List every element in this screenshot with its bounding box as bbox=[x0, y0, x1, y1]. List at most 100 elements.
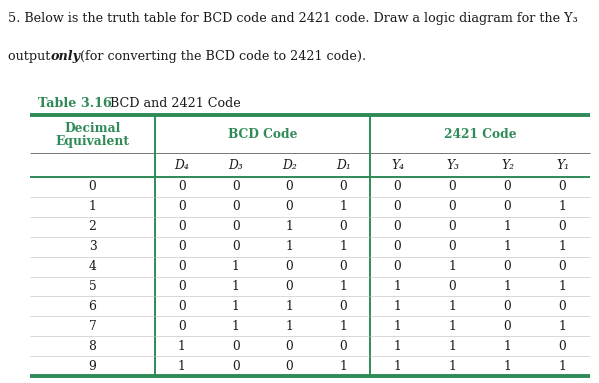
Text: 9: 9 bbox=[89, 360, 96, 373]
Text: 0: 0 bbox=[339, 180, 347, 193]
Text: 0: 0 bbox=[286, 340, 294, 353]
Text: 0: 0 bbox=[232, 200, 240, 213]
Text: 0: 0 bbox=[178, 280, 186, 293]
Text: 1: 1 bbox=[339, 280, 347, 293]
Text: 1: 1 bbox=[286, 220, 294, 233]
Text: output: output bbox=[8, 50, 55, 63]
Text: 0: 0 bbox=[178, 320, 186, 333]
Text: 1: 1 bbox=[286, 300, 294, 313]
Text: 0: 0 bbox=[178, 200, 186, 213]
Text: 1: 1 bbox=[232, 320, 240, 333]
Text: 1: 1 bbox=[178, 360, 186, 373]
Text: 0: 0 bbox=[559, 180, 567, 193]
Text: (for converting the BCD code to 2421 code).: (for converting the BCD code to 2421 cod… bbox=[77, 50, 367, 63]
Text: 0: 0 bbox=[232, 240, 240, 253]
Text: 0: 0 bbox=[339, 260, 347, 273]
Text: 0: 0 bbox=[449, 240, 456, 253]
Text: 0: 0 bbox=[232, 360, 240, 373]
Text: 0: 0 bbox=[394, 240, 401, 253]
Text: D₄: D₄ bbox=[174, 159, 189, 172]
Text: 1: 1 bbox=[394, 360, 401, 373]
Text: 5. Below is the truth table for BCD code and 2421 code. Draw a logic diagram for: 5. Below is the truth table for BCD code… bbox=[8, 12, 578, 25]
Text: only: only bbox=[51, 50, 81, 63]
Text: 1: 1 bbox=[504, 360, 512, 373]
Text: 1: 1 bbox=[449, 360, 456, 373]
Text: 0: 0 bbox=[449, 200, 456, 213]
Text: 1: 1 bbox=[504, 240, 512, 253]
Text: 6: 6 bbox=[89, 300, 96, 313]
Text: Equivalent: Equivalent bbox=[56, 134, 129, 147]
Text: 8: 8 bbox=[89, 340, 96, 353]
Text: 0: 0 bbox=[394, 260, 401, 273]
Text: 0: 0 bbox=[232, 340, 240, 353]
Text: 0: 0 bbox=[178, 180, 186, 193]
Text: 1: 1 bbox=[449, 320, 456, 333]
Text: 0: 0 bbox=[394, 180, 401, 193]
Text: 1: 1 bbox=[89, 200, 96, 213]
Text: Decimal: Decimal bbox=[64, 121, 120, 134]
Text: 1: 1 bbox=[339, 200, 347, 213]
Text: 4: 4 bbox=[89, 260, 96, 273]
Text: D₂: D₂ bbox=[282, 159, 297, 172]
Text: Table 3.16: Table 3.16 bbox=[38, 97, 112, 110]
Text: 1: 1 bbox=[394, 320, 401, 333]
Text: 3: 3 bbox=[89, 240, 96, 253]
Text: 0: 0 bbox=[449, 280, 456, 293]
Text: 1: 1 bbox=[449, 260, 456, 273]
Text: Y₃: Y₃ bbox=[446, 159, 459, 172]
Text: 0: 0 bbox=[394, 200, 401, 213]
Text: 0: 0 bbox=[504, 300, 512, 313]
Text: 0: 0 bbox=[559, 220, 567, 233]
Text: 0: 0 bbox=[449, 180, 456, 193]
Text: 1: 1 bbox=[559, 280, 567, 293]
Text: Y₁: Y₁ bbox=[556, 159, 569, 172]
Text: 0: 0 bbox=[559, 260, 567, 273]
Text: 0: 0 bbox=[394, 220, 401, 233]
Text: D₃: D₃ bbox=[228, 159, 243, 172]
Text: 1: 1 bbox=[504, 340, 512, 353]
Text: 0: 0 bbox=[178, 240, 186, 253]
Text: 1: 1 bbox=[394, 340, 401, 353]
Text: 1: 1 bbox=[559, 320, 567, 333]
Text: 0: 0 bbox=[286, 280, 294, 293]
Text: 0: 0 bbox=[232, 220, 240, 233]
Text: 1: 1 bbox=[449, 300, 456, 313]
Text: D₁: D₁ bbox=[336, 159, 350, 172]
Text: 1: 1 bbox=[559, 240, 567, 253]
Text: 0: 0 bbox=[504, 180, 512, 193]
Text: 0: 0 bbox=[504, 200, 512, 213]
Text: 1: 1 bbox=[232, 260, 240, 273]
Text: 0: 0 bbox=[178, 220, 186, 233]
Text: 1: 1 bbox=[286, 240, 294, 253]
Text: 0: 0 bbox=[178, 300, 186, 313]
Text: 0: 0 bbox=[286, 180, 294, 193]
Text: 2: 2 bbox=[89, 220, 96, 233]
Text: 0: 0 bbox=[178, 260, 186, 273]
Text: Y₄: Y₄ bbox=[391, 159, 404, 172]
Text: 1: 1 bbox=[232, 300, 240, 313]
Text: 5: 5 bbox=[89, 280, 96, 293]
Text: BCD and 2421 Code: BCD and 2421 Code bbox=[98, 97, 241, 110]
Text: 1: 1 bbox=[339, 360, 347, 373]
Text: 1: 1 bbox=[178, 340, 186, 353]
Text: 0: 0 bbox=[449, 220, 456, 233]
Text: 2421 Code: 2421 Code bbox=[444, 128, 516, 141]
Text: 0: 0 bbox=[559, 300, 567, 313]
Text: 1: 1 bbox=[559, 360, 567, 373]
Text: 7: 7 bbox=[89, 320, 96, 333]
Text: 1: 1 bbox=[394, 300, 401, 313]
Text: 1: 1 bbox=[286, 320, 294, 333]
Text: 0: 0 bbox=[232, 180, 240, 193]
Text: 1: 1 bbox=[232, 280, 240, 293]
Text: BCD Code: BCD Code bbox=[228, 128, 297, 141]
Text: 0: 0 bbox=[286, 200, 294, 213]
Text: 1: 1 bbox=[449, 340, 456, 353]
Text: 0: 0 bbox=[339, 300, 347, 313]
Text: 0: 0 bbox=[339, 220, 347, 233]
Text: 0: 0 bbox=[559, 340, 567, 353]
Text: 0: 0 bbox=[504, 260, 512, 273]
Text: 0: 0 bbox=[339, 340, 347, 353]
Text: 0: 0 bbox=[504, 320, 512, 333]
Text: 0: 0 bbox=[286, 360, 294, 373]
Text: 0: 0 bbox=[286, 260, 294, 273]
